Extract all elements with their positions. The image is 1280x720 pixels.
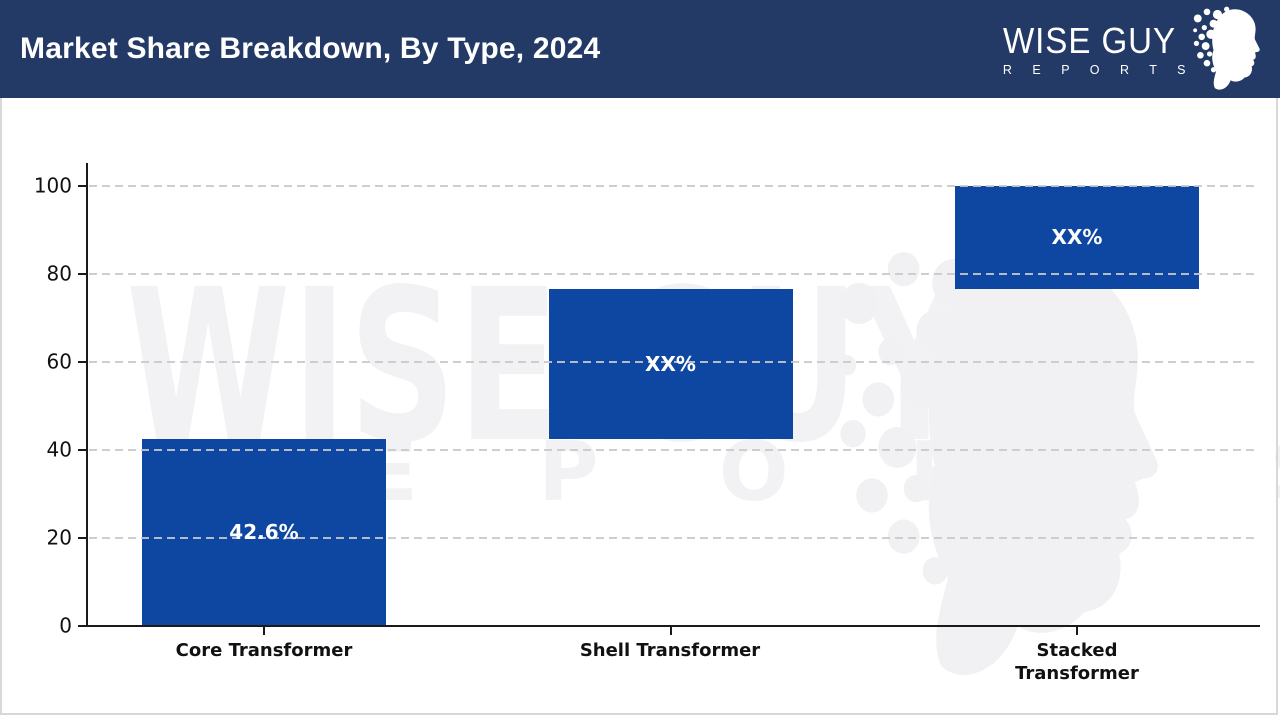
bar-shell-transformer [548, 288, 793, 439]
x-category-label-core: Core Transformer [175, 640, 353, 661]
brand-text: WISE GUY R E P O R T S [1002, 20, 1194, 78]
y-tick [78, 537, 86, 539]
bar-core-transformer [142, 438, 386, 626]
brand-name: WISE GUY [1002, 20, 1176, 61]
brand-face-icon [1193, 6, 1260, 90]
y-tick [78, 361, 86, 363]
y-gridline [89, 361, 1258, 363]
y-tick-label: 80 [46, 261, 72, 286]
brand-logo: WISE GUY R E P O R T S [1003, 4, 1268, 96]
y-tick [78, 273, 86, 275]
x-category-label-shell: Shell Transformer [579, 640, 761, 661]
x-category-label-stacked: Stacked Transformer [1015, 640, 1139, 685]
y-tick [78, 185, 86, 187]
y-gridline [89, 185, 1258, 187]
bar-value-label: XX% [1051, 225, 1103, 250]
bar-value-label: XX% [645, 351, 696, 376]
y-tick-label: 60 [46, 349, 72, 374]
y-tick-label: 20 [46, 525, 72, 550]
bar-stacked-transformer [955, 186, 1199, 289]
x-axis-line [86, 625, 1260, 627]
x-tick [1076, 627, 1078, 635]
y-tick [78, 449, 86, 451]
y-tick-label: 0 [59, 613, 72, 638]
y-gridline [89, 273, 1258, 275]
watermark-face-icon [837, 241, 1158, 675]
bar-value-label: 42.6% [229, 520, 299, 545]
y-axis-line [86, 163, 88, 626]
y-tick [78, 625, 86, 627]
y-tick-label: 100 [33, 173, 72, 198]
header-bar: Market Share Breakdown, By Type, 2024 WI… [0, 0, 1280, 98]
watermark-text: WISE GUY [126, 244, 968, 489]
x-tick [263, 627, 265, 635]
y-gridline [89, 537, 1258, 539]
x-tick [669, 627, 672, 635]
y-tick-label: 40 [46, 437, 72, 462]
page-title: Market Share Breakdown, By Type, 2024 [20, 32, 601, 65]
brand-subtitle: R E P O R T S [1002, 63, 1194, 77]
y-gridline [89, 449, 1258, 451]
